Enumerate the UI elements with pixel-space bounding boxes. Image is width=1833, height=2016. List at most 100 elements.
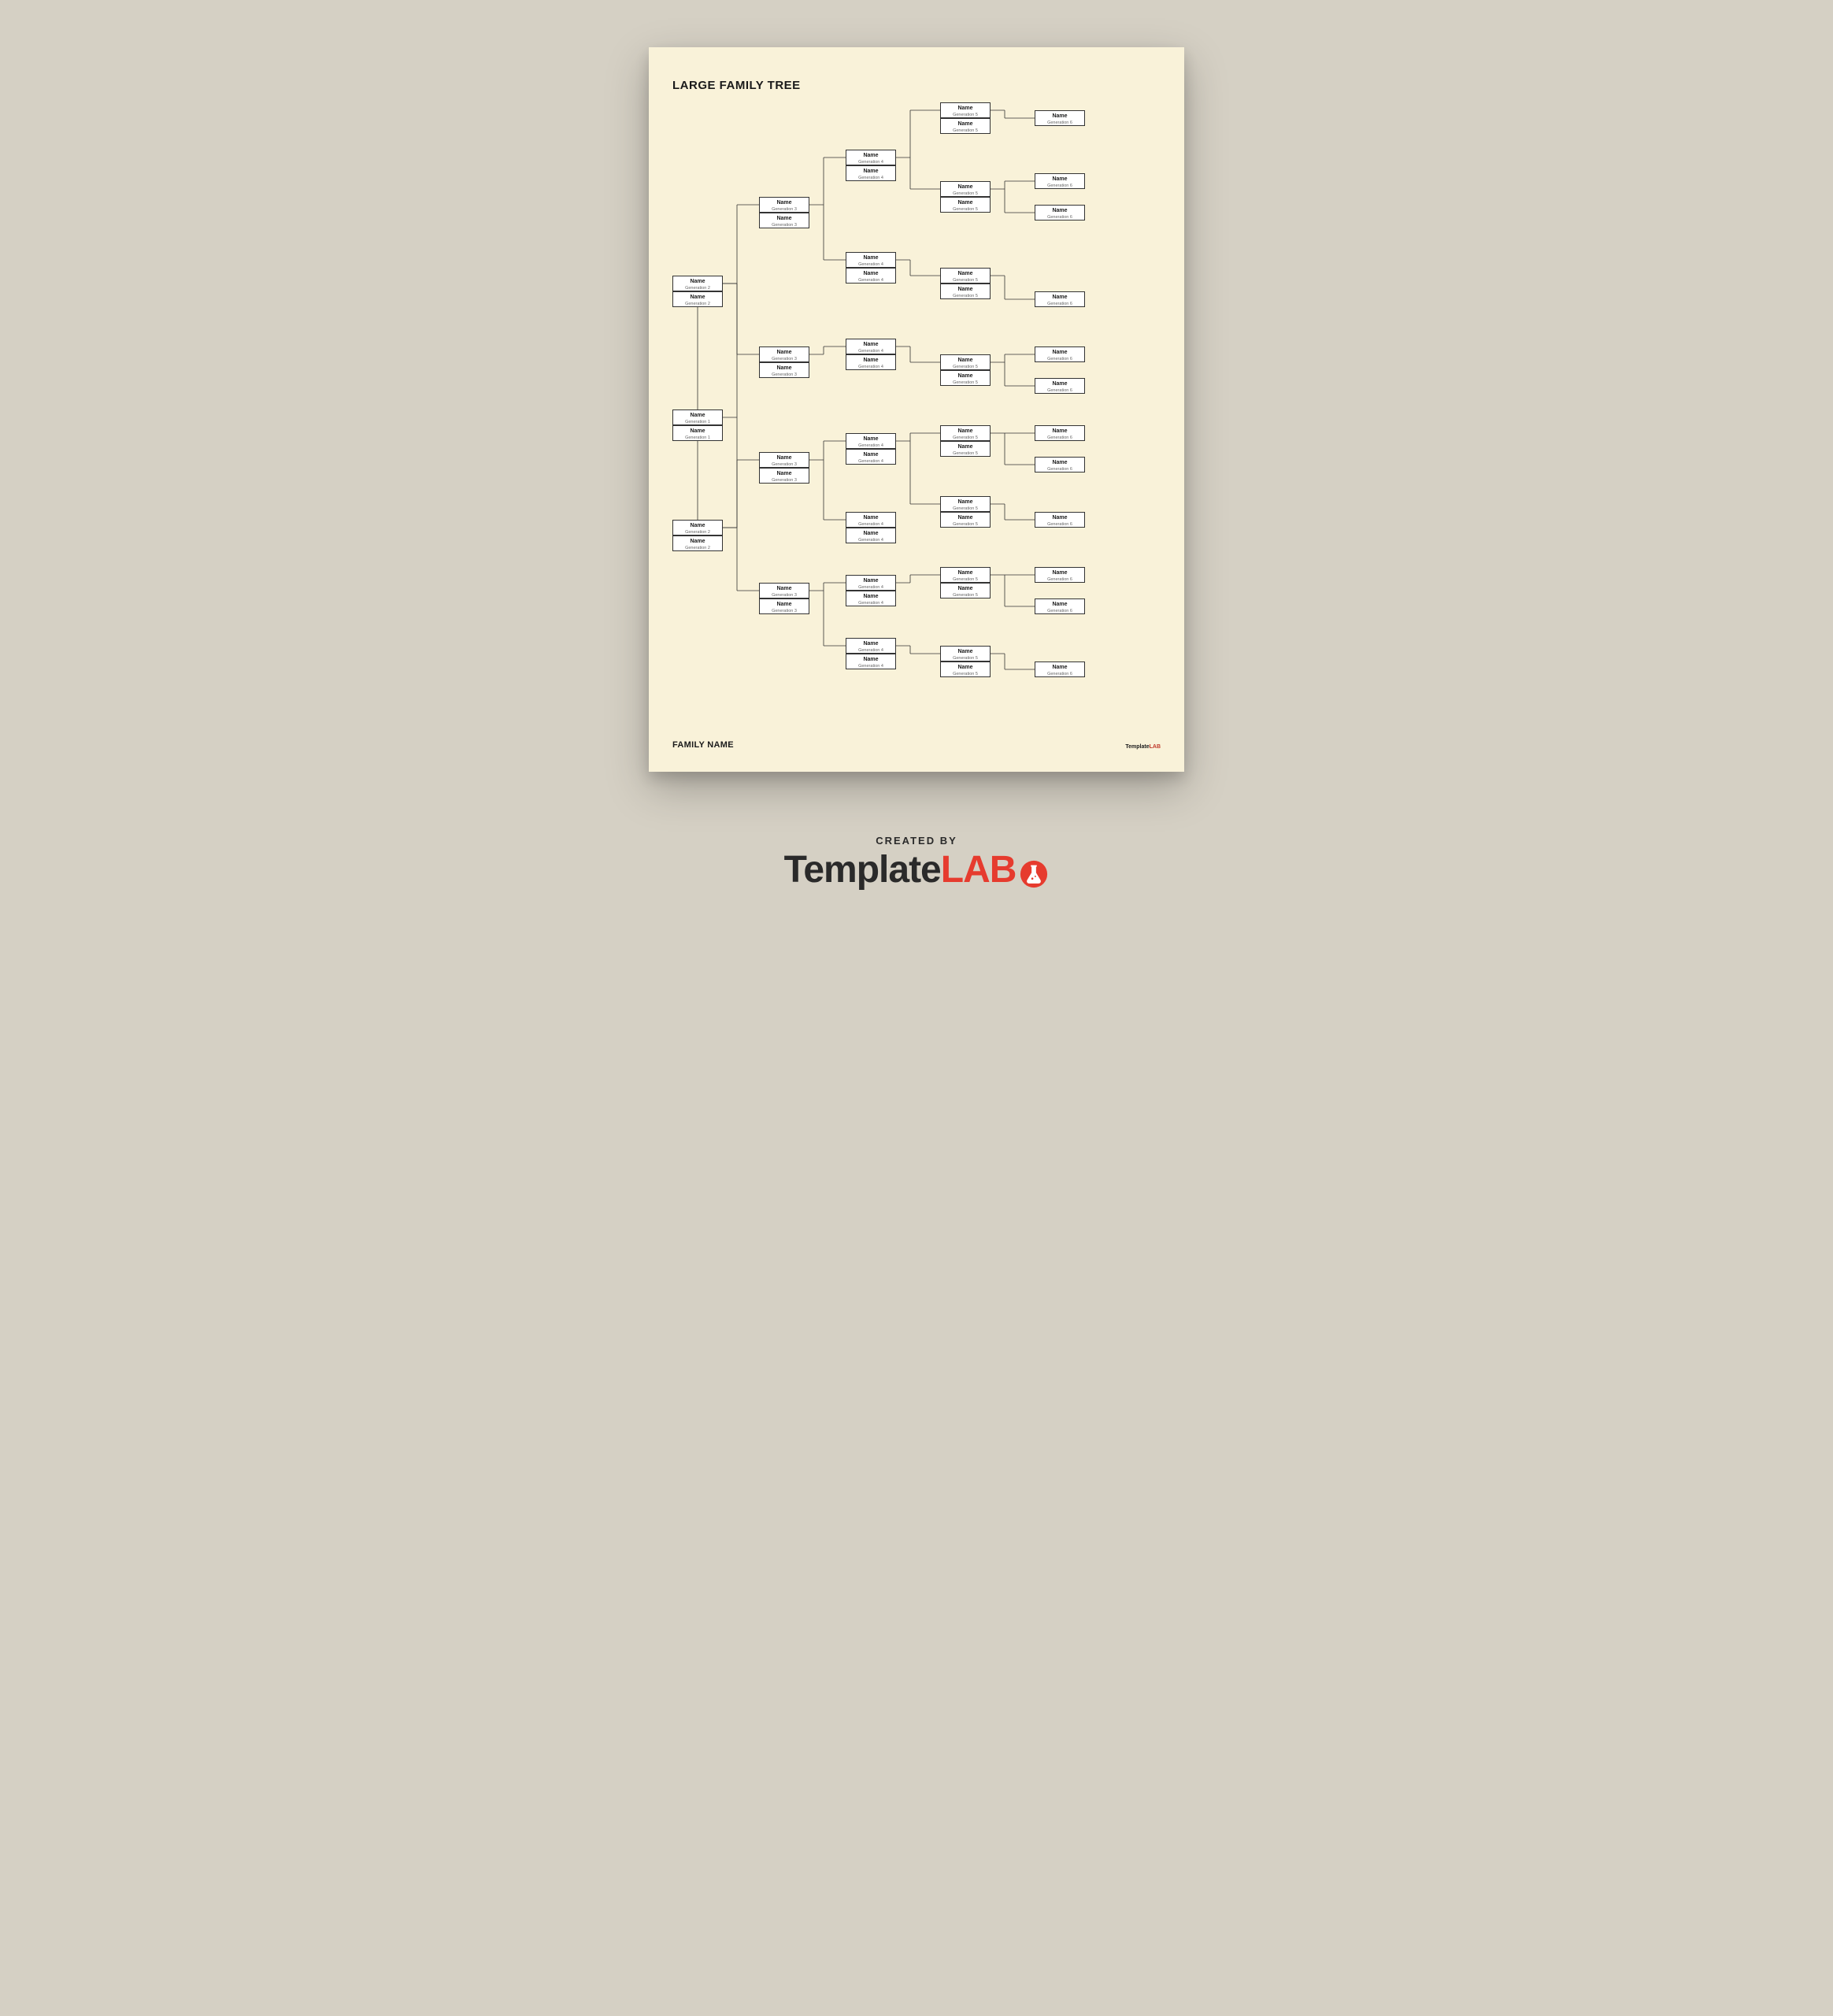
credit-lab: LAB (1150, 744, 1161, 750)
node-name: Name (848, 255, 894, 261)
node-generation: Generation 4 (848, 365, 894, 369)
node-generation: Generation 6 (1037, 388, 1083, 393)
tree-node: NameGeneration 6 (1035, 378, 1085, 394)
tree-node: NameGeneration 4 (846, 654, 896, 669)
node-generation: Generation 6 (1037, 522, 1083, 527)
tree-node: NameGeneration 6 (1035, 173, 1085, 189)
tree-node: NameGeneration 5 (940, 181, 991, 197)
page-footer: FAMILY NAME TemplateLAB (672, 740, 1161, 750)
node-name: Name (1037, 665, 1083, 671)
node-generation: Generation 4 (848, 664, 894, 669)
node-name: Name (848, 358, 894, 364)
tree-node: NameGeneration 5 (940, 197, 991, 213)
node-name: Name (942, 649, 988, 655)
tree-node: NameGeneration 6 (1035, 346, 1085, 362)
node-generation: Generation 3 (761, 207, 807, 212)
node-name: Name (848, 271, 894, 277)
node-generation: Generation 5 (942, 672, 988, 676)
tree-node: NameGeneration 4 (846, 512, 896, 528)
node-generation: Generation 4 (848, 648, 894, 653)
connector-lines (672, 79, 1161, 724)
node-generation: Generation 6 (1037, 435, 1083, 440)
created-by-label: CREATED BY (784, 835, 1050, 847)
node-name: Name (761, 365, 807, 372)
node-generation: Generation 4 (848, 349, 894, 354)
node-name: Name (761, 602, 807, 608)
node-generation: Generation 3 (761, 478, 807, 483)
node-name: Name (942, 515, 988, 521)
tree-node: NameGeneration 2 (672, 520, 723, 536)
node-generation: Generation 6 (1037, 577, 1083, 582)
credit-badge: TemplateLAB (1125, 744, 1161, 750)
credit-template: Template (1125, 744, 1149, 750)
node-generation: Generation 5 (942, 113, 988, 117)
node-generation: Generation 5 (942, 506, 988, 511)
node-name: Name (675, 295, 720, 301)
node-name: Name (942, 106, 988, 112)
node-generation: Generation 5 (942, 435, 988, 440)
node-name: Name (942, 358, 988, 364)
tree-node: NameGeneration 6 (1035, 598, 1085, 614)
tree-node: NameGeneration 5 (940, 512, 991, 528)
tree-node: NameGeneration 3 (759, 362, 809, 378)
tree-node: NameGeneration 1 (672, 425, 723, 441)
tree-node: NameGeneration 5 (940, 567, 991, 583)
node-generation: Generation 4 (848, 585, 894, 590)
tree-node: NameGeneration 2 (672, 291, 723, 307)
node-generation: Generation 1 (675, 420, 720, 424)
tree-node: NameGeneration 3 (759, 197, 809, 213)
node-name: Name (675, 539, 720, 545)
node-generation: Generation 4 (848, 278, 894, 283)
node-generation: Generation 4 (848, 459, 894, 464)
node-generation: Generation 6 (1037, 467, 1083, 472)
tree-node: NameGeneration 4 (846, 165, 896, 181)
node-name: Name (942, 586, 988, 592)
node-name: Name (1037, 295, 1083, 301)
node-name: Name (1037, 602, 1083, 608)
tree-node: NameGeneration 5 (940, 646, 991, 662)
node-generation: Generation 4 (848, 176, 894, 180)
tree-node: NameGeneration 4 (846, 268, 896, 284)
tree-node: NameGeneration 3 (759, 598, 809, 614)
node-name: Name (942, 499, 988, 506)
tree-node: NameGeneration 5 (940, 425, 991, 441)
tree-node: NameGeneration 5 (940, 583, 991, 598)
node-name: Name (1037, 350, 1083, 356)
node-generation: Generation 4 (848, 443, 894, 448)
tree-node: NameGeneration 4 (846, 575, 896, 591)
node-name: Name (675, 428, 720, 435)
node-generation: Generation 6 (1037, 183, 1083, 188)
node-generation: Generation 3 (761, 593, 807, 598)
node-generation: Generation 5 (942, 522, 988, 527)
node-generation: Generation 6 (1037, 609, 1083, 613)
node-name: Name (848, 452, 894, 458)
node-generation: Generation 3 (761, 223, 807, 228)
node-name: Name (848, 153, 894, 159)
node-generation: Generation 5 (942, 191, 988, 196)
node-name: Name (1037, 460, 1083, 466)
logo-lab: LAB (941, 848, 1016, 891)
tree-node: NameGeneration 5 (940, 370, 991, 386)
tree-node: NameGeneration 5 (940, 496, 991, 512)
tree-node: NameGeneration 5 (940, 268, 991, 284)
tree-node: NameGeneration 3 (759, 583, 809, 598)
tree-node: NameGeneration 3 (759, 213, 809, 228)
tree-node: NameGeneration 6 (1035, 512, 1085, 528)
node-name: Name (1037, 515, 1083, 521)
node-name: Name (848, 594, 894, 600)
node-generation: Generation 6 (1037, 357, 1083, 361)
tree-node: NameGeneration 4 (846, 528, 896, 543)
node-name: Name (848, 531, 894, 537)
tree-node: NameGeneration 4 (846, 433, 896, 449)
tree-node: NameGeneration 4 (846, 591, 896, 606)
node-name: Name (761, 471, 807, 477)
logo-block: CREATED BY TemplateLAB (784, 835, 1050, 891)
node-name: Name (1037, 570, 1083, 576)
templatelab-logo: TemplateLAB (784, 848, 1050, 891)
node-name: Name (1037, 208, 1083, 214)
node-name: Name (1037, 381, 1083, 387)
tree-node: NameGeneration 3 (759, 452, 809, 468)
tree-node: NameGeneration 6 (1035, 110, 1085, 126)
node-generation: Generation 6 (1037, 120, 1083, 125)
node-name: Name (942, 287, 988, 293)
